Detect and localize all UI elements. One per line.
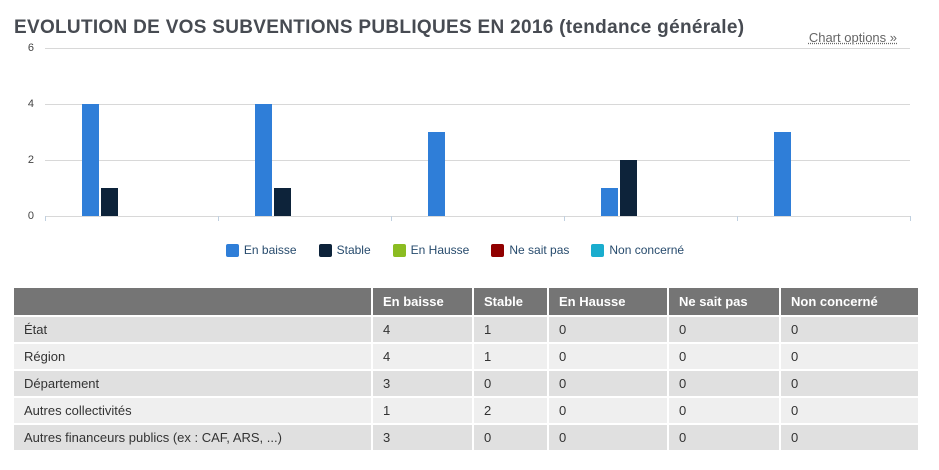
table-row-label: Département	[14, 371, 371, 396]
legend-swatch-icon	[591, 243, 605, 257]
legend-swatch-icon	[225, 243, 239, 257]
table-header-cell: En baisse	[373, 288, 472, 315]
x-axis-tick	[564, 216, 565, 221]
table-header-cell: Stable	[474, 288, 547, 315]
bar-En baisse-Autres financeurs publics (ex : CAF, ARS, ...)[interactable]	[773, 132, 791, 216]
x-axis-tick	[910, 216, 911, 221]
table-cell: 0	[549, 317, 667, 342]
table-header-cell: En Hausse	[549, 288, 667, 315]
table-cell: 3	[373, 425, 472, 450]
table-header-cell: Ne sait pas	[669, 288, 779, 315]
table-cell: 1	[373, 398, 472, 423]
legend-item-Non concerné[interactable]: Non concerné	[591, 243, 684, 257]
table-row: État 4 1 0 0 0	[14, 317, 918, 342]
bar-En baisse-Autres collectivités[interactable]	[600, 188, 618, 216]
chart-options-link[interactable]: Chart options »	[808, 30, 897, 45]
page-title: EVOLUTION DE VOS SUBVENTIONS PUBLIQUES E…	[14, 16, 745, 38]
table-header: En baisse Stable En Hausse Ne sait pas Non c…	[14, 288, 918, 315]
gridline	[45, 104, 910, 105]
chart-legend: En baisse Stable En Hausse Ne sait pas Non c…	[0, 243, 910, 257]
table-row-label: Autres financeurs publics (ex : CAF, ARS…	[14, 425, 371, 450]
legend-label: En baisse	[243, 243, 297, 257]
table-row: Autres collectivités 1 2 0 0 0	[14, 398, 918, 423]
table-cell: 4	[373, 344, 472, 369]
table-row: Département 3 0 0 0 0	[14, 371, 918, 396]
results-table: En baisse Stable En Hausse Ne sait pas Non c…	[12, 286, 920, 452]
table-cell: 0	[781, 425, 918, 450]
gridline	[45, 48, 910, 49]
y-axis-tick-label: 6	[27, 42, 34, 54]
table-cell: 4	[373, 317, 472, 342]
table-row: Région 4 1 0 0 0	[14, 344, 918, 369]
table-cell: 0	[781, 371, 918, 396]
table-cell: 1	[474, 317, 547, 342]
table-cell: 1	[474, 344, 547, 369]
table-cell: 0	[669, 425, 779, 450]
table-row-label: Autres collectivités	[14, 398, 371, 423]
table-row-label: Région	[14, 344, 371, 369]
legend-label: Ne sait pas	[509, 243, 570, 257]
table-cell: 0	[474, 371, 547, 396]
x-axis-tick	[218, 216, 219, 221]
table-cell: 0	[669, 317, 779, 342]
table-header-cell	[14, 288, 371, 315]
legend-item-En Hausse[interactable]: En Hausse	[392, 243, 470, 257]
legend-item-Stable[interactable]: Stable	[318, 243, 371, 257]
table-cell: 0	[549, 425, 667, 450]
table-cell: 0	[781, 317, 918, 342]
bar-Stable-État[interactable]	[101, 188, 118, 216]
table-row-label: État	[14, 317, 371, 342]
legend-label: Non concerné	[609, 243, 685, 257]
table-body: État 4 1 0 0 0 Région 4 1 0 0 0 Département 3 0 0 0 0 Autr…	[14, 317, 918, 450]
legend-label: En Hausse	[410, 243, 470, 257]
table-cell: 0	[669, 371, 779, 396]
table-cell: 0	[549, 344, 667, 369]
y-axis-tick-label: 2	[27, 154, 34, 166]
table-cell: 0	[669, 398, 779, 423]
table-cell: 0	[781, 398, 918, 423]
y-axis-tick-label: 0	[27, 210, 34, 222]
bar-Stable-Région[interactable]	[274, 188, 291, 216]
table-header-cell: Non concerné	[781, 288, 918, 315]
bar-En baisse-Région[interactable]	[254, 104, 272, 216]
x-axis-tick	[391, 216, 392, 221]
table-cell: 3	[373, 371, 472, 396]
legend-item-Ne sait pas[interactable]: Ne sait pas	[491, 243, 569, 257]
table-row: Autres financeurs publics (ex : CAF, ARS…	[14, 425, 918, 450]
legend-swatch-icon	[491, 243, 505, 257]
bar-En baisse-Département[interactable]	[427, 132, 445, 216]
y-axis-tick-label: 4	[27, 98, 34, 110]
table-cell: 0	[549, 371, 667, 396]
legend-swatch-icon	[318, 243, 332, 257]
gridline	[45, 160, 910, 161]
table-cell: 0	[549, 398, 667, 423]
table-cell: 0	[781, 344, 918, 369]
table-cell: 0	[669, 344, 779, 369]
x-axis-tick	[737, 216, 738, 221]
legend-label: Stable	[336, 243, 371, 257]
table-cell: 0	[474, 425, 547, 450]
plot-area	[45, 48, 911, 221]
x-axis-tick	[45, 216, 46, 221]
gridline	[45, 216, 910, 217]
bar-Stable-Autres collectivités[interactable]	[620, 160, 637, 216]
bar-chart: 0 2 4 6 En baisse Stable En Hausse Ne sait pas…	[0, 42, 911, 257]
bar-En baisse-État[interactable]	[81, 104, 99, 216]
y-axis-labels: 0 2 4 6	[0, 42, 34, 222]
legend-swatch-icon	[392, 243, 406, 257]
legend-item-En baisse[interactable]: En baisse	[225, 243, 297, 257]
table-cell: 2	[474, 398, 547, 423]
